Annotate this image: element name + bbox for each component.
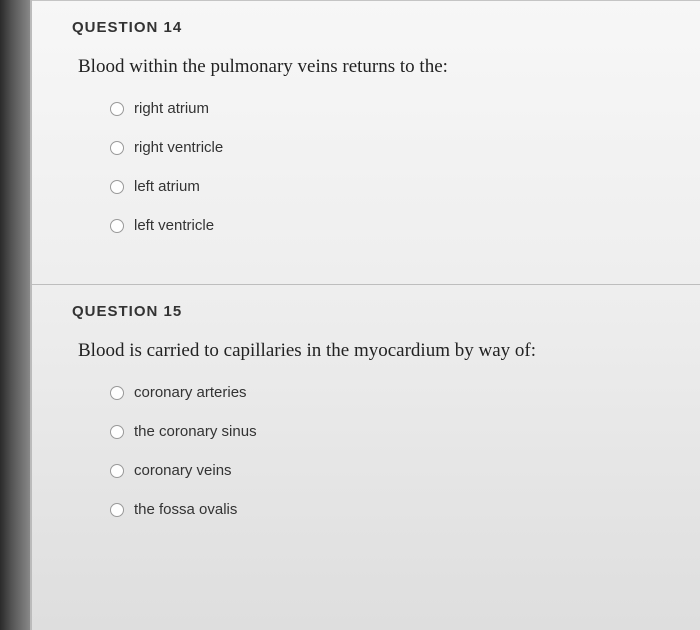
question-block-15: QUESTION 15 Blood is carried to capillar…: [32, 285, 700, 568]
radio-icon[interactable]: [110, 180, 124, 194]
option-row[interactable]: the coronary sinus: [110, 423, 660, 440]
option-row[interactable]: right ventricle: [110, 139, 660, 156]
radio-icon[interactable]: [110, 219, 124, 233]
radio-icon[interactable]: [110, 386, 124, 400]
option-row[interactable]: left ventricle: [110, 217, 660, 234]
radio-icon[interactable]: [110, 102, 124, 116]
quiz-page: QUESTION 14 Blood within the pulmonary v…: [30, 0, 700, 630]
option-row[interactable]: coronary veins: [110, 462, 660, 479]
question-block-14: QUESTION 14 Blood within the pulmonary v…: [32, 1, 700, 284]
question-header: QUESTION 14: [72, 19, 660, 36]
option-label: left atrium: [134, 178, 200, 195]
option-label: the coronary sinus: [134, 423, 257, 440]
option-row[interactable]: the fossa ovalis: [110, 501, 660, 518]
radio-icon[interactable]: [110, 425, 124, 439]
option-label: right ventricle: [134, 139, 223, 156]
option-row[interactable]: left atrium: [110, 178, 660, 195]
option-row[interactable]: right atrium: [110, 100, 660, 117]
option-label: left ventricle: [134, 217, 214, 234]
radio-icon[interactable]: [110, 503, 124, 517]
option-label: coronary arteries: [134, 384, 247, 401]
radio-icon[interactable]: [110, 141, 124, 155]
options-group: right atrium right ventricle left atrium…: [110, 100, 660, 234]
question-text: Blood is carried to capillaries in the m…: [78, 340, 660, 362]
option-label: coronary veins: [134, 462, 232, 479]
radio-icon[interactable]: [110, 464, 124, 478]
option-row[interactable]: coronary arteries: [110, 384, 660, 401]
option-label: the fossa ovalis: [134, 501, 237, 518]
question-text: Blood within the pulmonary veins returns…: [78, 56, 660, 78]
screen-edge: [0, 0, 30, 630]
question-header: QUESTION 15: [72, 303, 660, 320]
option-label: right atrium: [134, 100, 209, 117]
options-group: coronary arteries the coronary sinus cor…: [110, 384, 660, 518]
